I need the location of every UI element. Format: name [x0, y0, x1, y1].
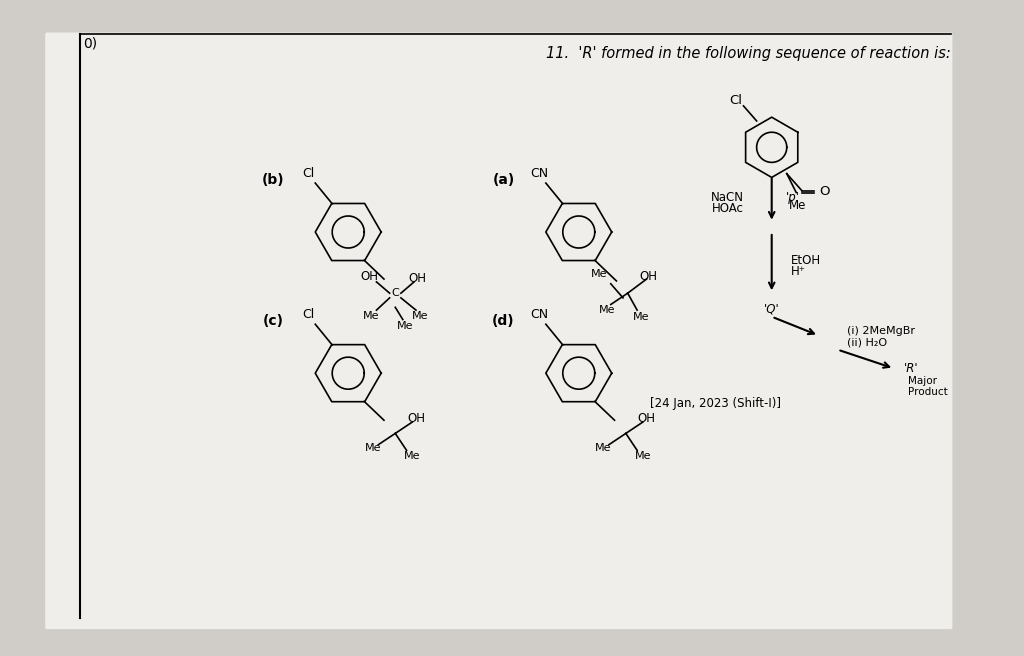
Text: Me: Me [362, 311, 379, 321]
Text: (d): (d) [493, 314, 515, 329]
Text: Product: Product [908, 387, 948, 397]
Text: Me: Me [633, 312, 649, 321]
Text: (a): (a) [493, 173, 515, 187]
Text: Me: Me [790, 199, 807, 212]
Text: Cl: Cl [302, 308, 314, 321]
Text: (ii) H₂O: (ii) H₂O [847, 337, 887, 347]
Text: Me: Me [412, 311, 428, 321]
Text: EtOH: EtOH [791, 254, 820, 267]
Text: [24 Jan, 2023 (Shift-I)]: [24 Jan, 2023 (Shift-I)] [650, 397, 780, 410]
Text: 'p': 'p' [785, 191, 800, 203]
Text: OH: OH [407, 412, 425, 425]
Text: OH: OH [639, 270, 657, 283]
Text: Me: Me [635, 451, 651, 461]
Text: Me: Me [403, 451, 421, 461]
Text: Me: Me [591, 270, 607, 279]
Text: (c): (c) [262, 314, 284, 329]
Text: OH: OH [359, 270, 378, 283]
Text: CN: CN [530, 167, 548, 180]
Text: O: O [819, 185, 829, 198]
Text: 0): 0) [83, 37, 97, 51]
Text: NaCN: NaCN [711, 191, 743, 203]
Text: Me: Me [365, 443, 381, 453]
Text: H⁺: H⁺ [791, 265, 806, 278]
Text: (i) 2MeMgBr: (i) 2MeMgBr [847, 326, 915, 336]
Text: OH: OH [409, 272, 427, 285]
Text: Me: Me [396, 321, 413, 331]
Text: CN: CN [530, 308, 548, 321]
Text: Me: Me [599, 305, 615, 315]
Text: Cl: Cl [302, 167, 314, 180]
Text: 'Q': 'Q' [764, 302, 779, 316]
Text: Me: Me [595, 443, 611, 453]
Text: 11.  'R' formed in the following sequence of reaction is:: 11. 'R' formed in the following sequence… [546, 46, 950, 61]
Text: 'R': 'R' [903, 362, 919, 375]
FancyBboxPatch shape [45, 33, 952, 629]
Text: (b): (b) [261, 173, 285, 187]
Text: Cl: Cl [729, 94, 742, 107]
Text: C: C [391, 288, 399, 298]
Text: HOAc: HOAc [712, 202, 743, 215]
Text: OH: OH [638, 412, 655, 425]
Text: Major: Major [908, 376, 937, 386]
